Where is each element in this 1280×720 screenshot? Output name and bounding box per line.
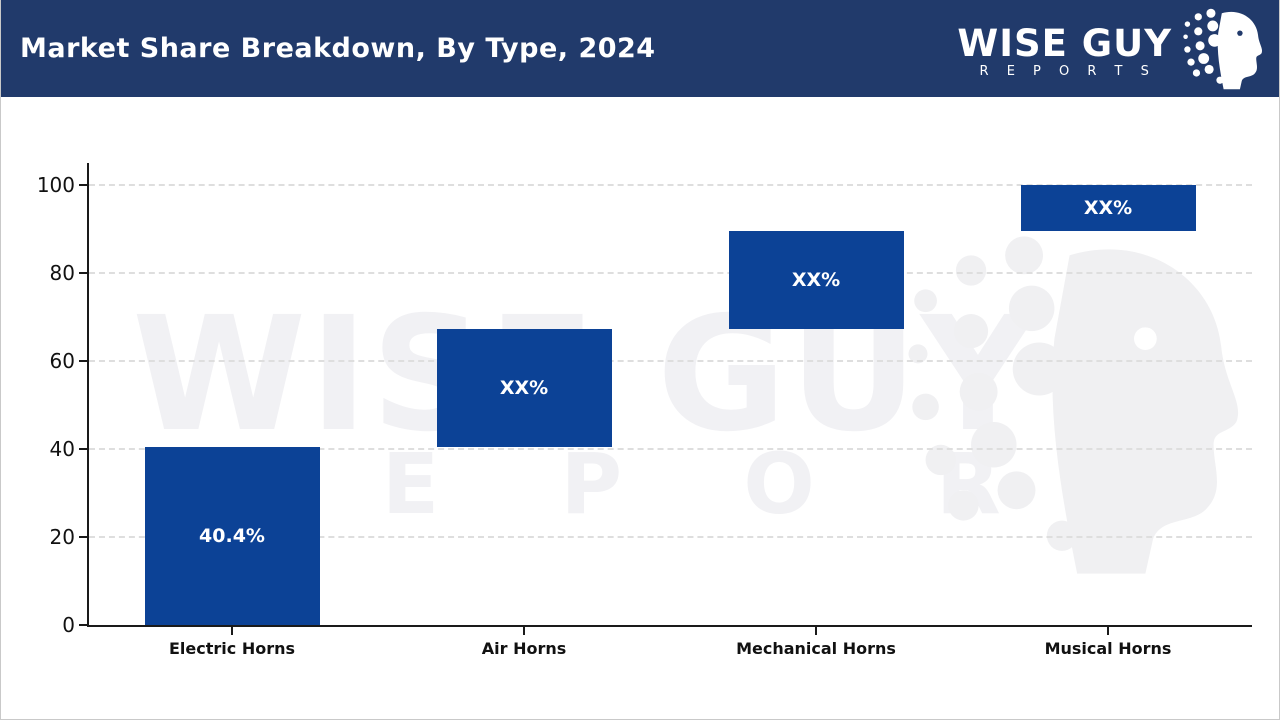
header-bar: Market Share Breakdown, By Type, 2024 WI… [0, 0, 1280, 97]
chart-area: WISE GUY R E P O R T S 40.4%XX%XX%XX% 02… [0, 97, 1280, 720]
x-label-electric-horns: Electric Horns [168, 639, 295, 658]
y-tick-20 [79, 536, 87, 538]
y-tick-label-60: 60 [49, 349, 75, 373]
brand-subtitle: R E P O R T S [979, 64, 1156, 80]
bar-musical-horns: XX% [1020, 185, 1196, 232]
y-axis-spine [87, 163, 89, 627]
x-label-air-horns: Air Horns [481, 639, 567, 658]
y-tick-80 [79, 272, 87, 274]
y-tick-label-0: 0 [62, 613, 75, 637]
gridline-80 [89, 272, 1252, 274]
bar-mechanical-horns: XX% [728, 231, 904, 329]
bar-value-label: XX% [791, 269, 841, 292]
bar-electric-horns: 40.4% [144, 447, 320, 625]
gridline-60 [89, 360, 1252, 362]
y-tick-label-20: 20 [49, 525, 75, 549]
page-title: Market Share Breakdown, By Type, 2024 [20, 33, 656, 64]
x-tick-4 [1107, 627, 1109, 635]
gridline-40 [89, 448, 1252, 450]
y-tick-label-80: 80 [49, 261, 75, 285]
y-tick-100 [79, 184, 87, 186]
x-label-mechanical-horns: Mechanical Horns [736, 639, 896, 658]
brand-name: WISE GUY [957, 21, 1172, 65]
y-tick-60 [79, 360, 87, 362]
x-axis-spine [87, 625, 1252, 627]
gridline-20 [89, 536, 1252, 538]
gridline-100 [89, 184, 1252, 186]
bar-value-label: 40.4% [199, 525, 265, 548]
bar-value-label: XX% [1083, 197, 1133, 220]
bar-value-label: XX% [499, 377, 549, 400]
y-tick-label-40: 40 [49, 437, 75, 461]
x-label-musical-horns: Musical Horns [1044, 639, 1172, 658]
y-tick-40 [79, 448, 87, 450]
x-tick-1 [231, 627, 233, 635]
watermark-face-icon [908, 236, 1239, 574]
bar-air-horns: XX% [436, 328, 612, 448]
y-tick-0 [79, 624, 87, 626]
wise-guy-face-icon [1183, 8, 1263, 90]
x-tick-3 [815, 627, 817, 635]
brand-logo: WISE GUY R E P O R T S [957, 6, 1266, 92]
brand-logo-text: WISE GUY R E P O R T S [957, 21, 1172, 80]
x-tick-2 [523, 627, 525, 635]
y-tick-label-100: 100 [36, 173, 75, 197]
